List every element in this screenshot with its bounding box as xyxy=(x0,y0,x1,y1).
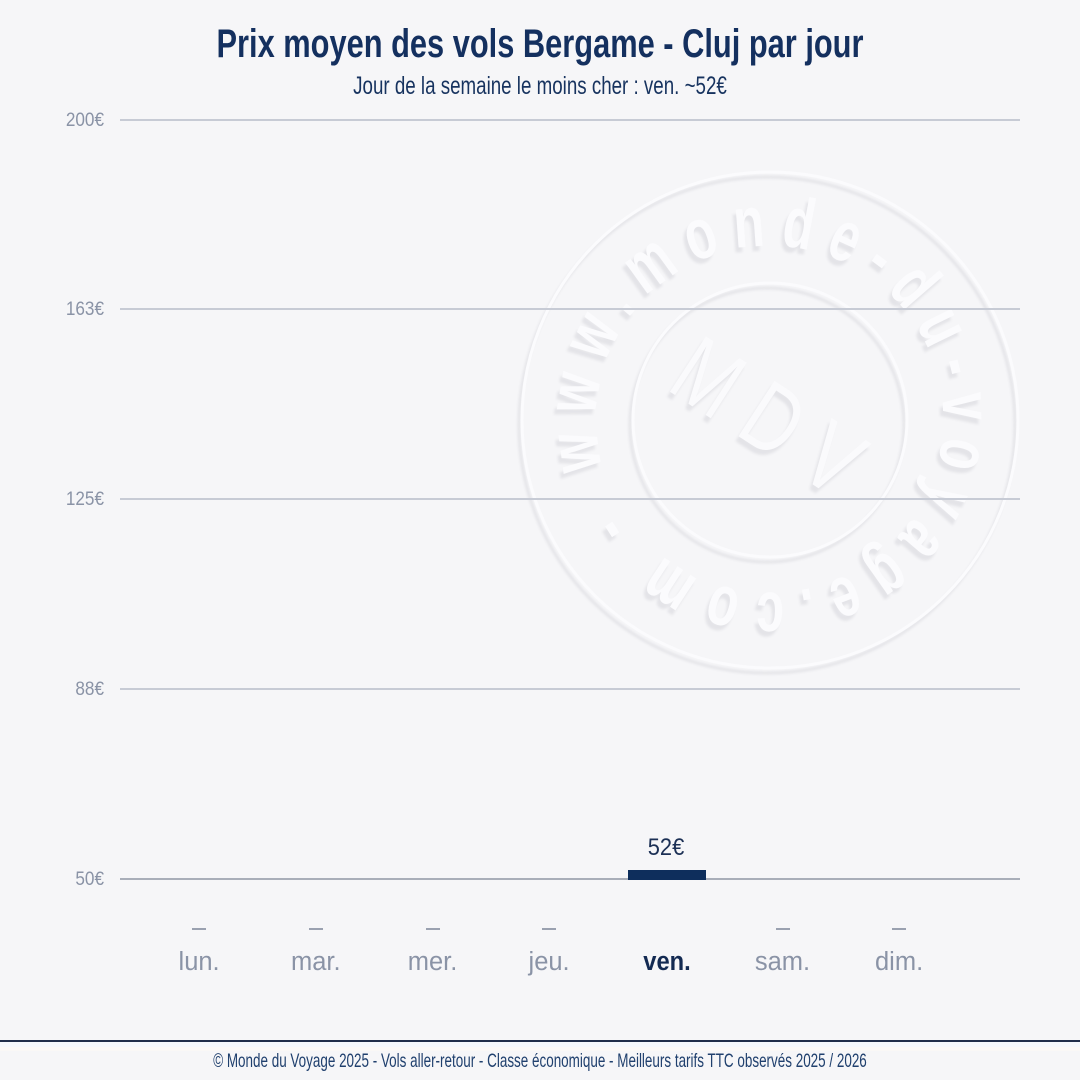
svg-text:MDV: MDV xyxy=(654,316,901,528)
